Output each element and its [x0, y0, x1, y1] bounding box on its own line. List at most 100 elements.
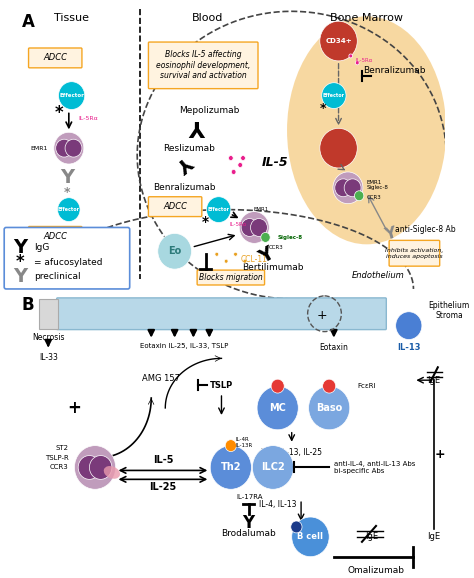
FancyBboxPatch shape: [57, 298, 386, 329]
Text: AMG 157: AMG 157: [142, 374, 180, 383]
Text: EMR1: EMR1: [253, 207, 268, 212]
Circle shape: [323, 379, 336, 393]
Text: Y: Y: [190, 116, 206, 136]
Circle shape: [241, 155, 246, 161]
Text: FcεRΙ: FcεRΙ: [357, 383, 376, 389]
Circle shape: [234, 252, 237, 256]
Text: *: *: [202, 214, 209, 228]
Circle shape: [333, 172, 363, 203]
Text: Effector: Effector: [323, 93, 345, 98]
FancyBboxPatch shape: [148, 197, 202, 217]
Text: Inhibits activation,
induces apoptosis: Inhibits activation, induces apoptosis: [385, 248, 444, 259]
Text: Eotaxin IL-25, IL-33, TSLP: Eotaxin IL-25, IL-33, TSLP: [140, 343, 228, 350]
Text: CCR3: CCR3: [367, 195, 382, 200]
Text: CCL-11: CCL-11: [240, 255, 267, 264]
Circle shape: [322, 83, 346, 109]
Text: IL-4, IL-13: IL-4, IL-13: [259, 499, 296, 509]
Text: IL-5: IL-5: [262, 155, 288, 169]
Text: Blocks migration: Blocks migration: [199, 273, 263, 282]
FancyBboxPatch shape: [148, 42, 258, 88]
Circle shape: [225, 440, 237, 451]
Circle shape: [257, 386, 298, 430]
Text: Y: Y: [383, 226, 397, 243]
Text: Y: Y: [13, 266, 27, 286]
Text: Necrosis: Necrosis: [32, 332, 64, 342]
Text: IgE: IgE: [428, 376, 441, 385]
Circle shape: [349, 54, 353, 58]
Text: B cell: B cell: [298, 532, 323, 542]
Circle shape: [335, 179, 352, 197]
Text: Effector: Effector: [208, 207, 230, 212]
Text: IgG: IgG: [34, 243, 50, 252]
Text: Bertilimumab: Bertilimumab: [242, 262, 304, 272]
Text: Siglec-8: Siglec-8: [278, 235, 303, 240]
Ellipse shape: [104, 466, 120, 479]
Text: *: *: [319, 102, 326, 115]
Circle shape: [65, 139, 82, 157]
Circle shape: [228, 155, 233, 161]
Text: IL-17RA: IL-17RA: [237, 494, 263, 500]
Ellipse shape: [287, 16, 446, 244]
Circle shape: [252, 446, 293, 489]
Text: Siglec-8: Siglec-8: [367, 186, 389, 190]
Text: IL-4R: IL-4R: [236, 437, 249, 442]
Text: TSLP-R: TSLP-R: [45, 454, 69, 461]
Text: IL-5: IL-5: [153, 454, 173, 465]
Text: B: B: [22, 296, 35, 314]
Text: IL-13R: IL-13R: [236, 443, 253, 448]
Text: IL-5Rα: IL-5Rα: [356, 58, 373, 64]
Text: Y: Y: [13, 238, 27, 257]
Text: Th2: Th2: [220, 462, 241, 472]
FancyBboxPatch shape: [197, 270, 264, 285]
Text: Brodalumab: Brodalumab: [221, 529, 276, 538]
Text: Endothelium: Endothelium: [351, 271, 404, 280]
Text: +: +: [434, 448, 445, 461]
Text: CCR3: CCR3: [50, 465, 69, 470]
Circle shape: [355, 191, 364, 201]
Circle shape: [78, 455, 100, 479]
Text: Eo: Eo: [168, 246, 181, 256]
Text: ILC2: ILC2: [261, 462, 285, 472]
Circle shape: [56, 139, 73, 157]
Text: MC: MC: [269, 403, 286, 413]
Text: ST2: ST2: [56, 444, 69, 451]
Text: *: *: [16, 253, 25, 271]
Circle shape: [58, 81, 85, 109]
Text: *: *: [64, 186, 70, 199]
Circle shape: [215, 252, 219, 256]
Text: Effector: Effector: [58, 207, 80, 212]
Text: TSLP: TSLP: [210, 381, 233, 390]
Text: IL-5Rα: IL-5Rα: [230, 222, 247, 227]
Text: anti-Siglec-8 Ab: anti-Siglec-8 Ab: [395, 225, 456, 234]
Text: Blocks IL-5 affecting
eosinophil development,
survival and activation: Blocks IL-5 affecting eosinophil develop…: [156, 50, 250, 80]
Text: CCR3: CCR3: [268, 245, 283, 250]
Text: Bone Marrow: Bone Marrow: [330, 13, 403, 23]
Text: *: *: [55, 105, 64, 123]
Circle shape: [320, 128, 357, 168]
Text: Benralizumab: Benralizumab: [153, 183, 215, 192]
Text: IgE: IgE: [365, 532, 378, 542]
FancyBboxPatch shape: [389, 240, 440, 266]
Text: IL-4, IL-13, IL-25: IL-4, IL-13, IL-25: [261, 447, 322, 457]
Text: Blood: Blood: [192, 13, 223, 23]
Text: ADCC: ADCC: [163, 202, 187, 211]
Text: IL-25: IL-25: [149, 482, 177, 492]
Text: Y: Y: [173, 151, 196, 175]
Circle shape: [344, 179, 361, 197]
Text: Y: Y: [243, 514, 255, 532]
Text: IL-13: IL-13: [397, 343, 420, 353]
Text: +: +: [316, 309, 327, 322]
Circle shape: [54, 132, 84, 164]
Text: IL-33: IL-33: [39, 353, 58, 362]
Circle shape: [241, 218, 258, 236]
Circle shape: [271, 379, 284, 393]
Bar: [39, 299, 57, 329]
Text: Reslizumab: Reslizumab: [163, 144, 215, 153]
Circle shape: [396, 312, 422, 339]
FancyBboxPatch shape: [4, 228, 130, 289]
Circle shape: [224, 259, 228, 263]
Text: Omalizumab: Omalizumab: [347, 566, 404, 575]
Circle shape: [243, 259, 247, 263]
Circle shape: [158, 234, 191, 269]
Circle shape: [291, 521, 302, 533]
